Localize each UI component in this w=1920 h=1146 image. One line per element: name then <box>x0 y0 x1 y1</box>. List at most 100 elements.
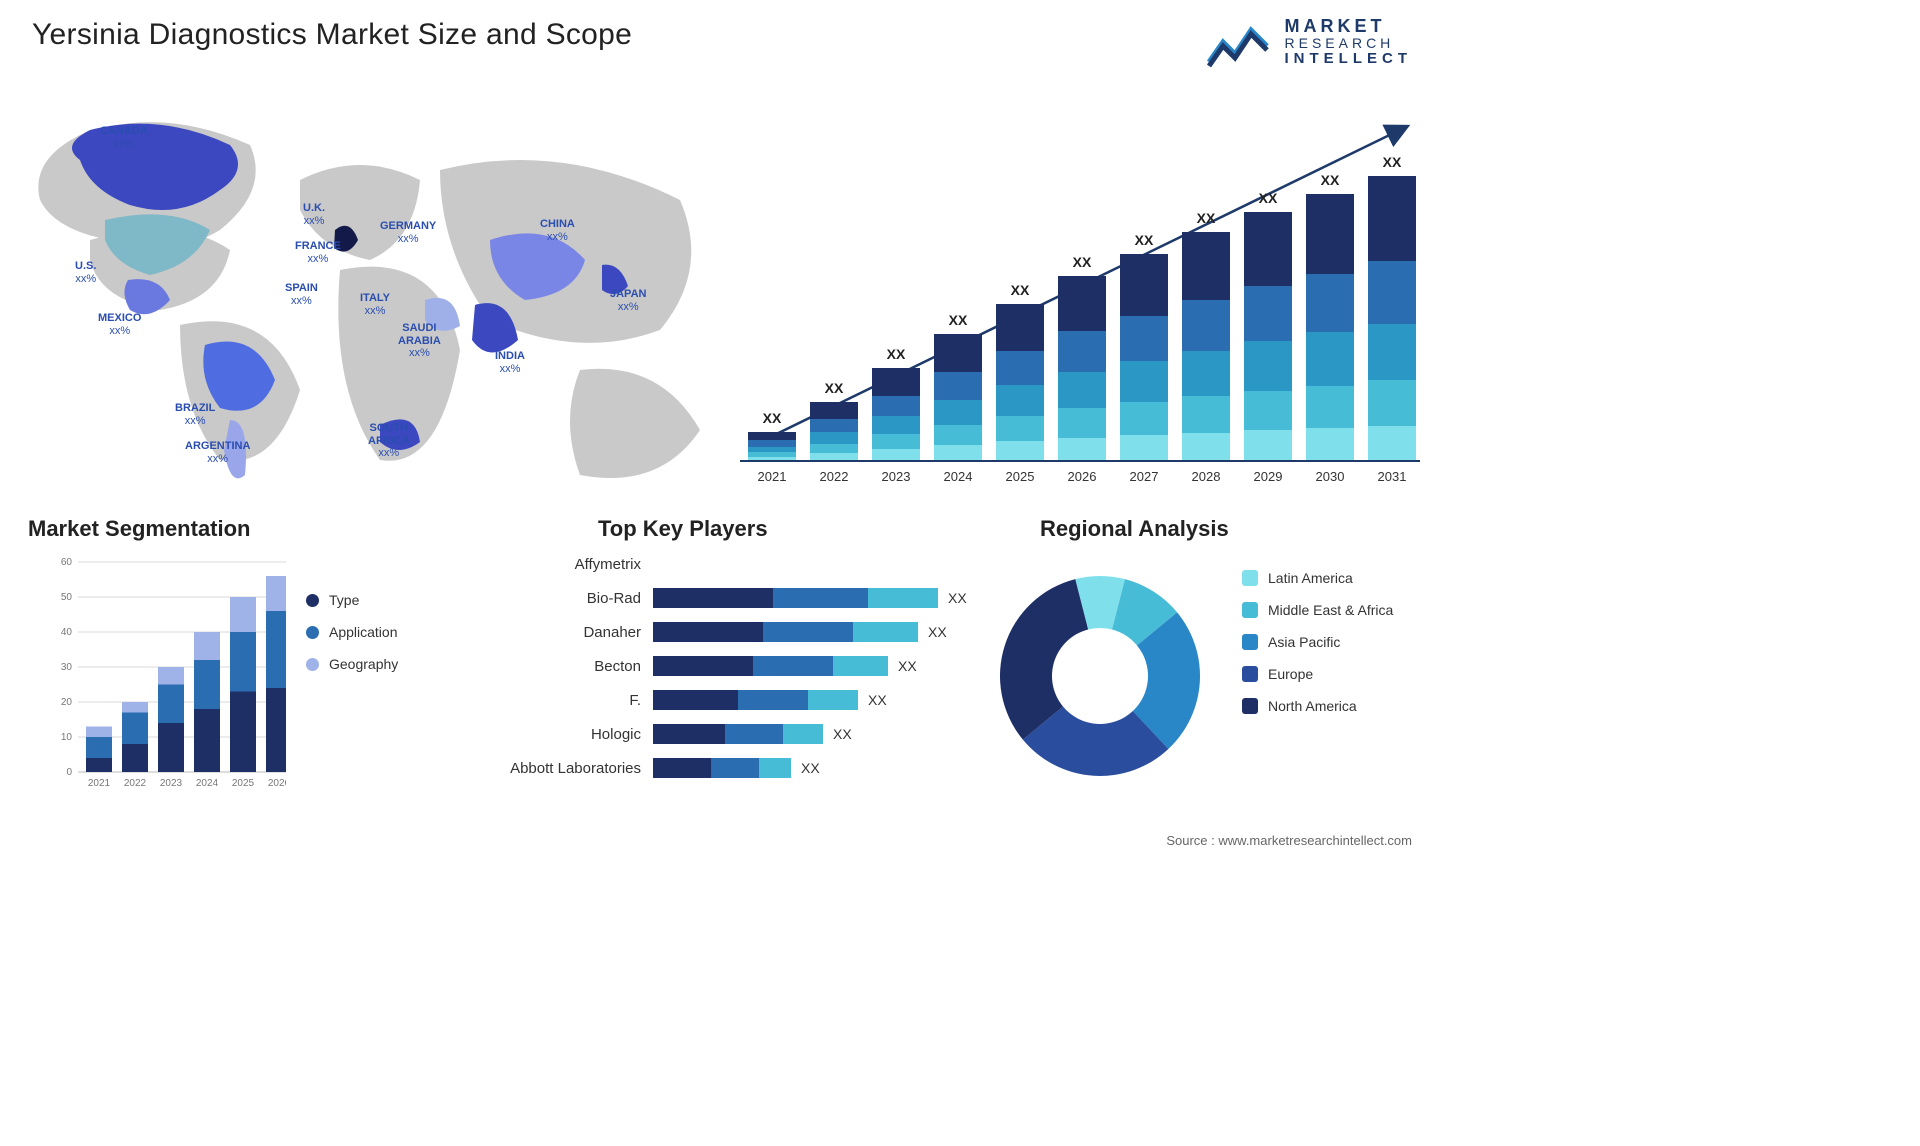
world-map: CANADAxx% U.S.xx% MEXICOxx% BRAZILxx% ARGENT… <box>20 90 720 490</box>
keyplayers-header: Top Key Players <box>598 516 768 542</box>
regional-chart: Latin America Middle East & Africa Asia Pa… <box>990 552 1420 832</box>
map-label-brazil: BRAZILxx% <box>175 402 215 427</box>
growth-year-label: 2022 <box>810 469 858 484</box>
map-label-saudiarabia: SAUDIARABIAxx% <box>398 322 441 360</box>
keyplayer-row: Hologic XX <box>478 722 968 746</box>
keyplayer-name: Abbott Laboratories <box>478 760 653 777</box>
svg-text:2021: 2021 <box>88 778 111 788</box>
source-attribution: Source : www.marketresearchintellect.com <box>1166 833 1412 848</box>
growth-chart: 2021202220232024202520262027202820292030… <box>740 96 1420 486</box>
regional-donut <box>990 558 1220 794</box>
map-label-italy: ITALYxx% <box>360 292 390 317</box>
map-label-argentina: ARGENTINAxx% <box>185 440 250 465</box>
logo-line-2: RESEARCH <box>1285 36 1413 51</box>
brand-logo: MARKET RESEARCH INTELLECT <box>1207 16 1413 68</box>
map-label-germany: GERMANYxx% <box>380 220 436 245</box>
keyplayers-chart: Affymetrix Bio-Rad XX Danaher XX Becton XX F. XX… <box>478 552 968 832</box>
keyplayer-name: Hologic <box>478 726 653 743</box>
keyplayer-row: Affymetrix <box>478 552 968 576</box>
map-label-spain: SPAINxx% <box>285 282 318 307</box>
map-label-france: FRANCExx% <box>295 240 341 265</box>
keyplayer-value: XX <box>833 726 852 742</box>
regional-legend-item: North America <box>1242 698 1393 714</box>
map-label-us: U.S.xx% <box>75 260 96 285</box>
keyplayer-value: XX <box>948 590 967 606</box>
svg-text:2024: 2024 <box>196 778 219 788</box>
keyplayer-value: XX <box>928 624 947 640</box>
segmentation-legend: Type Application Geography <box>306 592 398 688</box>
growth-bar <box>934 334 982 460</box>
growth-year-label: 2029 <box>1244 469 1292 484</box>
map-label-uk: U.K.xx% <box>303 202 325 227</box>
growth-year-label: 2030 <box>1306 469 1354 484</box>
growth-value-label: XX <box>1306 172 1354 188</box>
keyplayer-name: Danaher <box>478 624 653 641</box>
growth-bar <box>1368 176 1416 460</box>
segmentation-chart: 0102030405060202120222023202420252026 Ty… <box>28 552 448 822</box>
growth-bar <box>1244 212 1292 460</box>
growth-year-label: 2025 <box>996 469 1044 484</box>
svg-text:0: 0 <box>66 767 72 778</box>
seg-legend-item: Type <box>306 592 398 608</box>
seg-legend-item: Geography <box>306 656 398 672</box>
map-label-japan: JAPANxx% <box>610 288 646 313</box>
logo-line-1: MARKET <box>1285 17 1413 36</box>
regional-legend-item: Asia Pacific <box>1242 634 1393 650</box>
keyplayer-value: XX <box>898 658 917 674</box>
page-title: Yersinia Diagnostics Market Size and Sco… <box>32 18 632 52</box>
growth-bar <box>810 402 858 460</box>
svg-text:2026: 2026 <box>268 778 286 788</box>
growth-bar <box>748 432 796 460</box>
keyplayer-row: Abbott Laboratories XX <box>478 756 968 780</box>
keyplayer-name: Bio-Rad <box>478 590 653 607</box>
growth-bar <box>1306 194 1354 460</box>
svg-text:60: 60 <box>61 558 73 568</box>
growth-value-label: XX <box>1182 210 1230 226</box>
svg-text:10: 10 <box>61 732 73 743</box>
growth-year-label: 2021 <box>748 469 796 484</box>
growth-year-label: 2028 <box>1182 469 1230 484</box>
growth-value-label: XX <box>934 312 982 328</box>
growth-value-label: XX <box>996 282 1044 298</box>
keyplayer-value: XX <box>868 692 887 708</box>
keyplayer-row: Danaher XX <box>478 620 968 644</box>
regional-legend-item: Latin America <box>1242 570 1393 586</box>
keyplayer-row: Bio-Rad XX <box>478 586 968 610</box>
growth-axis <box>740 460 1420 462</box>
keyplayer-row: F. XX <box>478 688 968 712</box>
map-label-mexico: MEXICOxx% <box>98 312 141 337</box>
keyplayer-value: XX <box>801 760 820 776</box>
growth-value-label: XX <box>1368 154 1416 170</box>
map-label-china: CHINAxx% <box>540 218 575 243</box>
regional-legend-item: Europe <box>1242 666 1393 682</box>
growth-bar <box>1182 232 1230 460</box>
growth-bar <box>996 304 1044 460</box>
map-label-india: INDIAxx% <box>495 350 525 375</box>
keyplayer-name: Becton <box>478 658 653 675</box>
svg-text:2022: 2022 <box>124 778 147 788</box>
growth-year-label: 2026 <box>1058 469 1106 484</box>
map-label-southafrica: SOUTHAFRICAxx% <box>368 422 410 460</box>
logo-mark-icon <box>1207 16 1271 68</box>
logo-line-3: INTELLECT <box>1285 51 1413 67</box>
svg-text:2023: 2023 <box>160 778 183 788</box>
growth-value-label: XX <box>872 346 920 362</box>
growth-bar <box>872 368 920 460</box>
segmentation-header: Market Segmentation <box>28 516 251 542</box>
seg-legend-item: Application <box>306 624 398 640</box>
svg-text:2025: 2025 <box>232 778 255 788</box>
growth-year-label: 2031 <box>1368 469 1416 484</box>
regional-legend-item: Middle East & Africa <box>1242 602 1393 618</box>
svg-text:30: 30 <box>61 662 73 673</box>
growth-year-label: 2024 <box>934 469 982 484</box>
keyplayer-name: Affymetrix <box>478 556 653 573</box>
growth-bar <box>1058 276 1106 460</box>
keyplayer-name: F. <box>478 692 653 709</box>
regional-legend: Latin America Middle East & Africa Asia Pa… <box>1242 570 1393 730</box>
growth-year-label: 2023 <box>872 469 920 484</box>
growth-value-label: XX <box>1058 254 1106 270</box>
growth-value-label: XX <box>1120 232 1168 248</box>
map-label-canada: CANADAxx% <box>100 125 148 150</box>
svg-text:20: 20 <box>61 697 73 708</box>
svg-text:40: 40 <box>61 627 73 638</box>
